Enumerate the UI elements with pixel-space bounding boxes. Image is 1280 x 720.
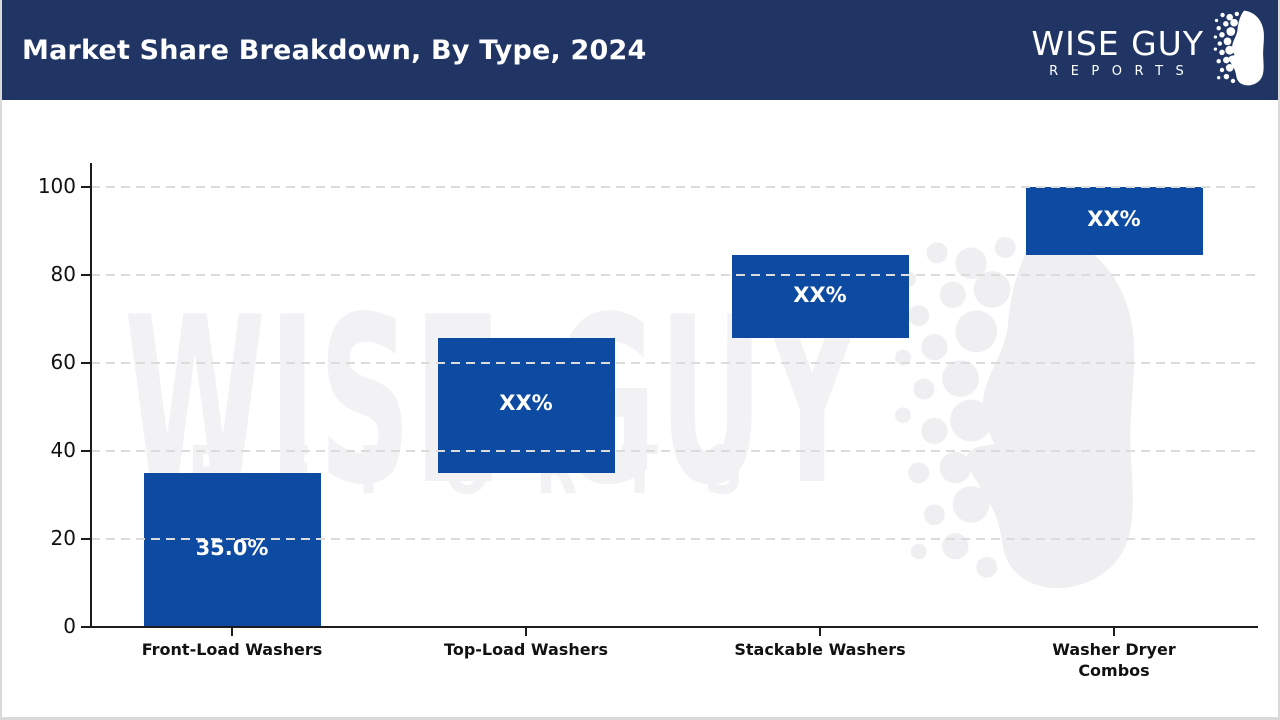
wiseguy-head-logo-icon	[1211, 9, 1266, 87]
header-bar: Market Share Breakdown, By Type, 2024 WI…	[2, 0, 1278, 100]
y-tick-label: 80	[50, 262, 76, 286]
y-tick-label: 60	[50, 350, 76, 374]
y-tick-label: 40	[50, 438, 76, 462]
y-tick-label: 20	[50, 526, 76, 550]
y-tick-mark	[81, 450, 90, 452]
x-tick-label: Front-Load Washers	[141, 640, 323, 659]
bar-value-label: 35.0%	[195, 536, 269, 560]
y-tick-label: 100	[37, 174, 76, 198]
bar-value-label: XX%	[793, 282, 847, 307]
gridline	[91, 450, 1258, 452]
y-tick-mark	[81, 274, 90, 276]
y-tick-mark	[81, 186, 90, 188]
brand-logo-text: WISE GUY REPORTS	[1031, 24, 1204, 79]
bar-segment	[731, 255, 909, 338]
gridline	[91, 274, 1258, 276]
y-tick-mark	[81, 362, 90, 364]
brand-subtitle: REPORTS	[1049, 64, 1197, 79]
brand-logo: WISE GUY REPORTS	[1022, 0, 1272, 100]
bar-value-label: XX%	[1087, 207, 1141, 232]
x-tick-label: Top-Load Washers	[444, 640, 608, 659]
bar-segment	[143, 473, 321, 627]
bar-value-label: XX%	[499, 391, 553, 416]
y-tick-mark	[81, 626, 90, 628]
gridline	[91, 538, 1258, 540]
page-title: Market Share Breakdown, By Type, 2024	[22, 34, 647, 66]
x-axis-line	[90, 626, 1258, 628]
gridline	[91, 186, 1258, 188]
bar-segment	[1025, 187, 1203, 256]
brand-name: WISE GUY	[1031, 24, 1204, 63]
x-tick-mark	[1113, 628, 1115, 636]
y-tick-mark	[81, 538, 90, 540]
x-tick-label: Stackable Washers	[734, 640, 906, 659]
x-tick-label: Washer Dryer Combos	[1052, 640, 1176, 680]
x-tick-mark	[525, 628, 527, 636]
x-tick-mark	[231, 628, 233, 636]
y-tick-label: 0	[63, 614, 76, 638]
x-tick-mark	[819, 628, 821, 636]
gridline	[91, 362, 1258, 364]
y-axis-line	[90, 163, 92, 628]
